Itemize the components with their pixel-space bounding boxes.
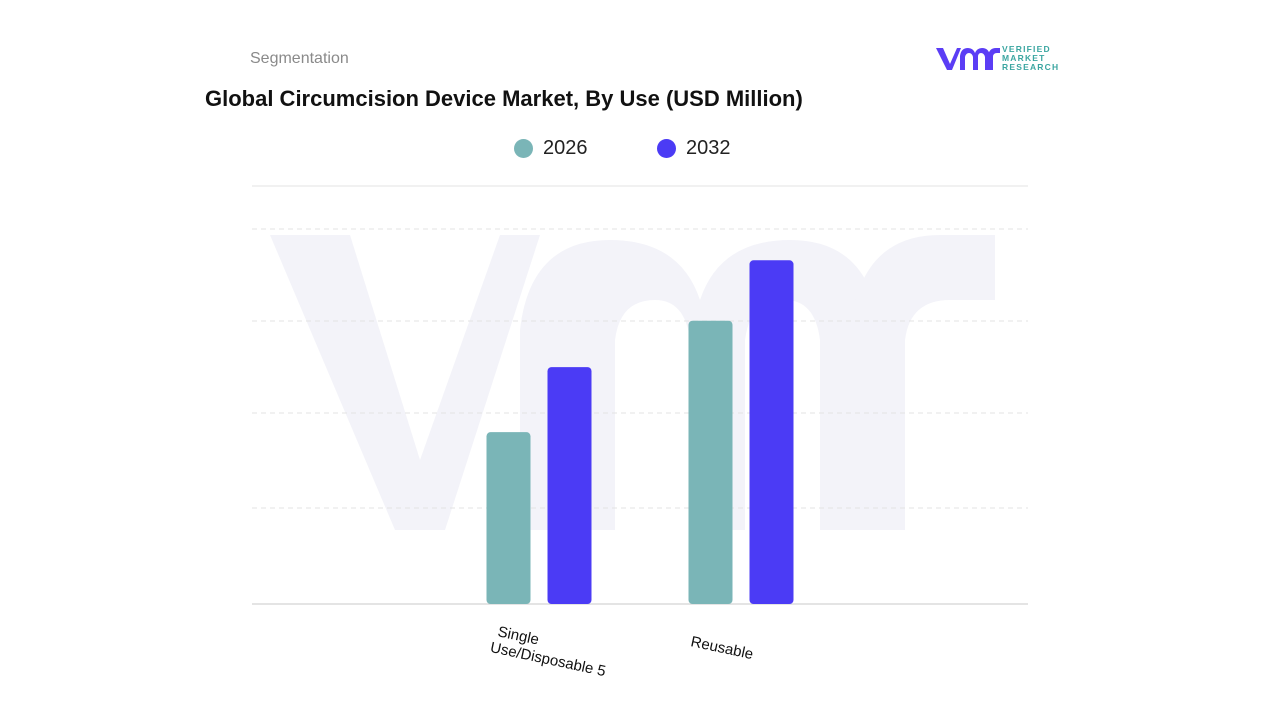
legend-item-2026[interactable]: 2026 [514,136,588,160]
logo-line-3: RESEARCH [1002,62,1060,72]
category-label-reusable: Reusable [689,633,755,663]
logo-line-1: VERIFIED [1002,44,1051,54]
legend-dot-2026 [514,138,533,158]
gridlines [252,185,1028,605]
segment-label: Segmentation [250,50,349,67]
category-labels: SingleUse/Disposable 5 Reusable [489,622,755,680]
legend-dot-2032 [657,138,676,158]
bar-reusable-2032[interactable] [749,260,794,604]
legend-label-2032: 2032 [686,136,731,159]
vmr-logo: VERIFIED MARKET RESEARCH [934,44,1064,76]
category-label-line: Use/Disposable 5 [489,639,608,680]
logo-line-2: MARKET [1002,53,1046,63]
category-label-single-use: SingleUse/Disposable 5 [489,622,611,680]
watermark-logo [270,235,995,530]
bar-reusable-2026[interactable] [688,320,733,604]
legend-label-2026: 2026 [543,136,588,159]
bar-single-use-2032[interactable] [547,367,592,604]
legend-item-2032[interactable]: 2032 [657,136,731,160]
vmr-logo-text: VERIFIED MARKET RESEARCH [1002,45,1059,72]
bars [486,260,794,604]
vmr-logo-mark [936,48,1000,70]
bar-single-use-2026[interactable] [486,432,531,604]
chart-legend: 2026 2032 [0,136,1280,160]
chart-title: Global Circumcision Device Market, By Us… [205,86,803,111]
category-label-line: Reusable [689,633,755,663]
